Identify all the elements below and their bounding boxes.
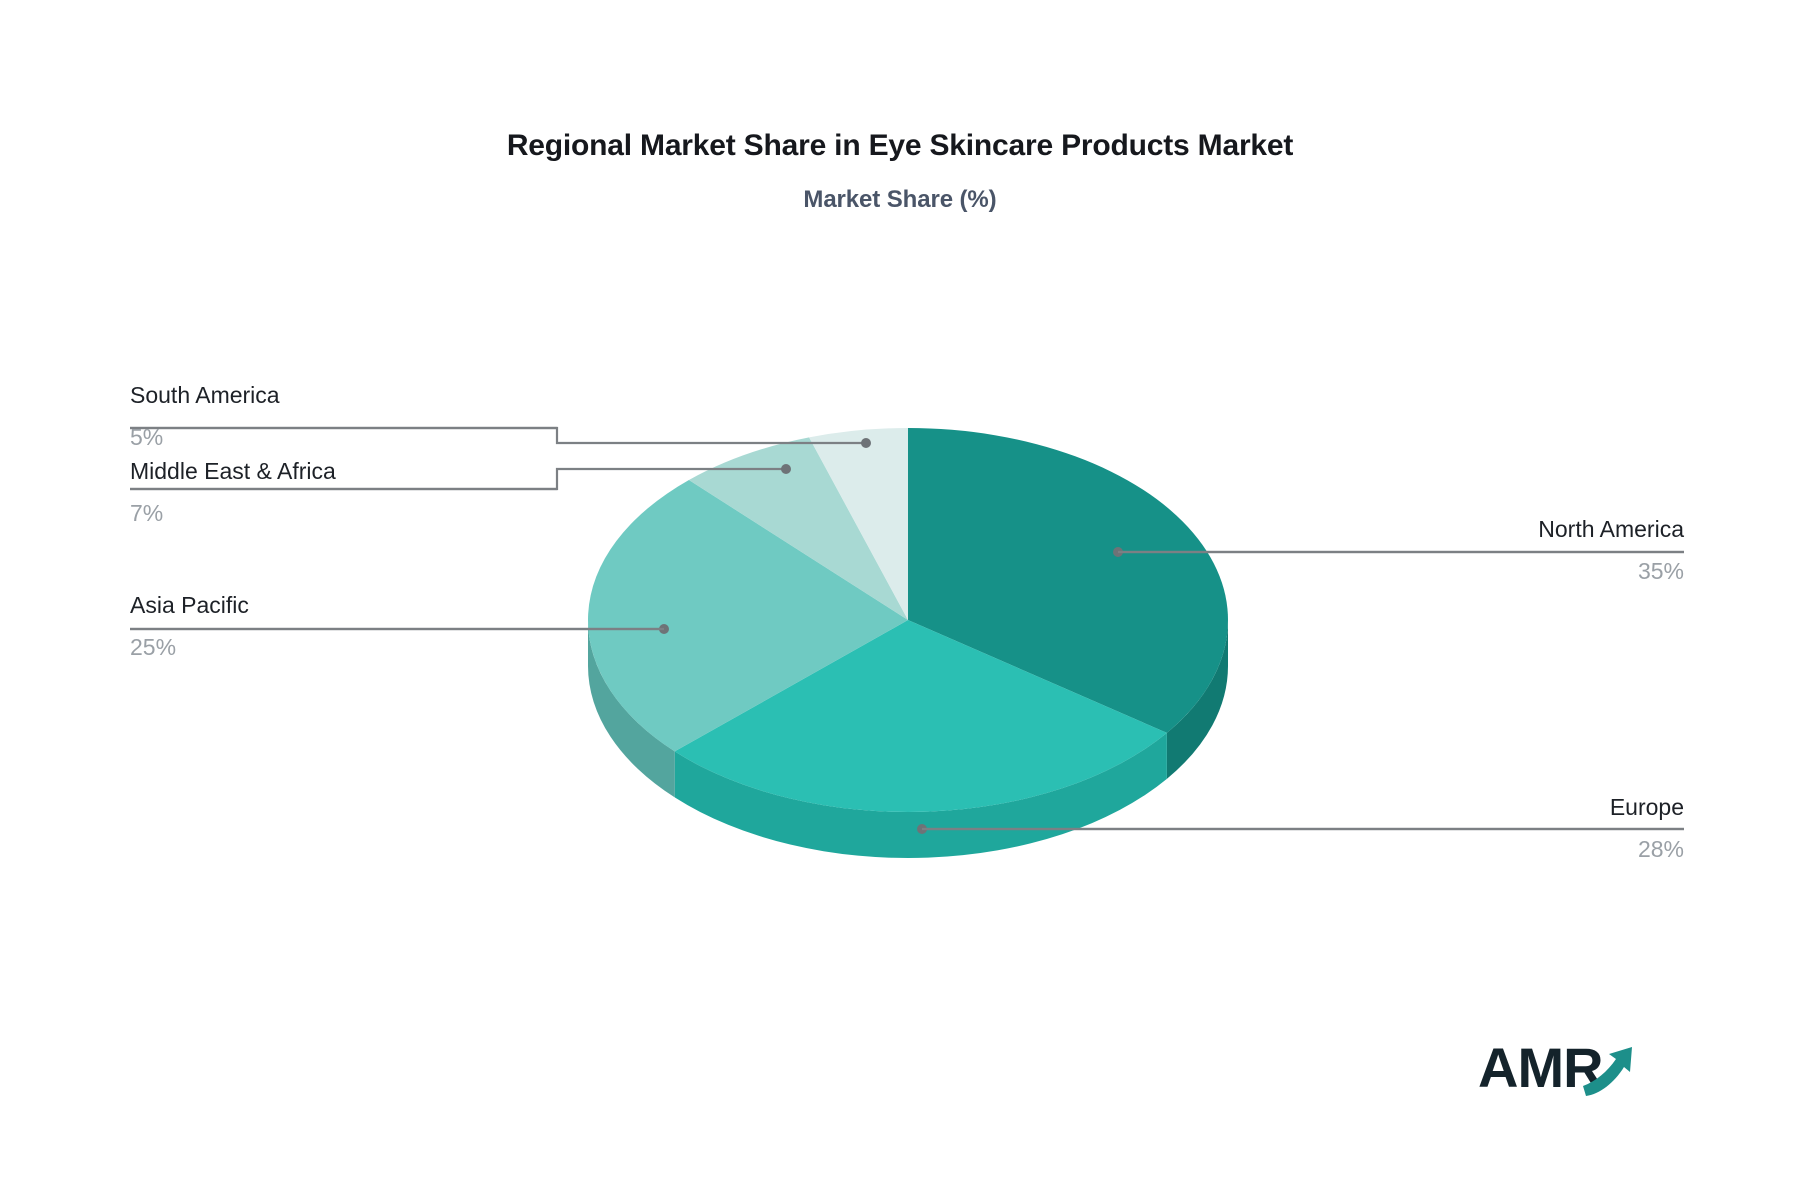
pie-slice-middle-east-africa[interactable]: [688, 437, 908, 620]
leader-lines: [130, 426, 1684, 834]
pie-slice-north-america[interactable]: [908, 428, 1229, 733]
growth-arrow-icon: [1583, 1047, 1632, 1096]
leader-dot-south-america: [861, 438, 871, 448]
callout-label-middle-east-africa: Middle East & Africa: [130, 458, 336, 484]
callout-value-middle-east-africa: 7%: [130, 500, 164, 526]
leader-dot-middle-east-africa: [781, 464, 791, 474]
pie-slice-europe[interactable]: [674, 620, 1167, 813]
pie-slice-south-america[interactable]: [809, 428, 908, 620]
pie-slices: [587, 428, 1229, 813]
callout-europe[interactable]: Europe 28%: [1184, 796, 1684, 861]
callout-label-europe: Europe: [1609, 794, 1684, 820]
pie-slice-asia-pacific[interactable]: [587, 480, 908, 752]
pie-side-asia-pacific: [588, 620, 675, 798]
callout-asia-pacific[interactable]: Asia Pacific 25%: [130, 594, 249, 659]
pie-3d-depth: [588, 620, 1228, 859]
pie-side-north-america: [1166, 620, 1228, 779]
amr-logo[interactable]: AMR: [1478, 1035, 1648, 1107]
amr-logo-text: AMR: [1478, 1036, 1603, 1099]
callout-middle-east-africa[interactable]: Middle East & Africa 7%: [130, 460, 336, 525]
pie-side-europe: [674, 732, 1167, 859]
callout-value-north-america: 35%: [1637, 558, 1684, 584]
callout-south-america[interactable]: South America 5%: [130, 384, 280, 449]
callout-label-north-america: North America: [1538, 516, 1684, 542]
callout-value-south-america: 5%: [130, 424, 164, 450]
callout-value-europe: 28%: [1637, 836, 1684, 862]
callout-label-south-america: South America: [130, 382, 280, 408]
callout-value-asia-pacific: 25%: [130, 634, 177, 660]
callout-north-america[interactable]: North America 35%: [1184, 518, 1684, 583]
callout-label-asia-pacific: Asia Pacific: [130, 592, 249, 618]
